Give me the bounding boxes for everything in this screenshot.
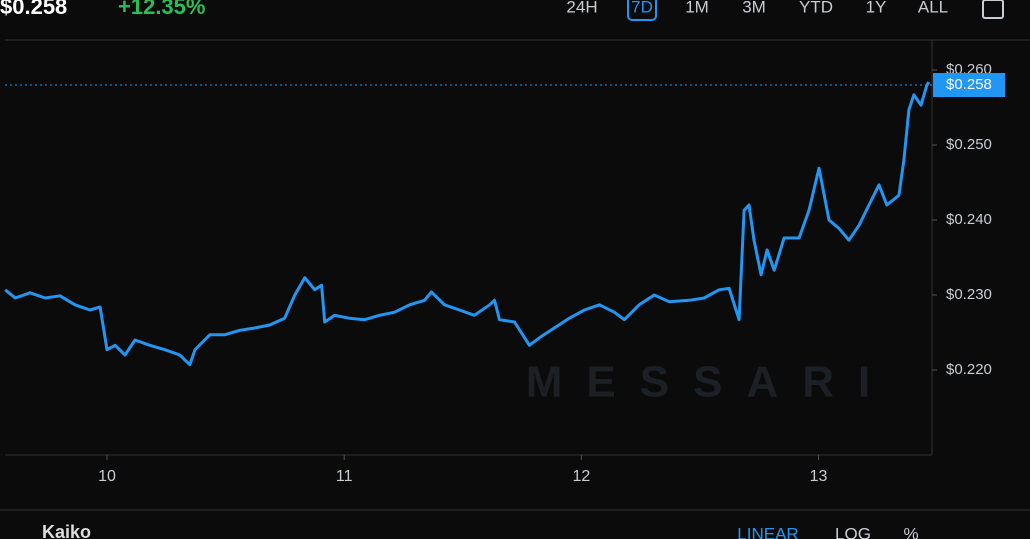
timeframe-button[interactable]: 1M xyxy=(685,0,709,16)
last-price-tag xyxy=(933,73,1005,97)
calendar-icon[interactable] xyxy=(982,0,1004,19)
timeframe-button[interactable]: 1Y xyxy=(866,0,887,16)
timeframe-button[interactable]: YTD xyxy=(799,0,833,16)
timeframe-button[interactable]: ALL xyxy=(918,0,948,16)
timeframe-button[interactable]: 3M xyxy=(742,0,766,16)
timeframe-active xyxy=(627,0,657,21)
scale-button[interactable]: LINEAR xyxy=(737,524,798,539)
last-price-label: $0.258 xyxy=(946,76,992,93)
timeframe-button[interactable]: 24H xyxy=(566,0,597,16)
x-tick-label: 13 xyxy=(810,468,828,485)
y-tick-label: $0.230 xyxy=(946,286,992,303)
change: +12.35% xyxy=(118,0,205,19)
timeframe-button[interactable]: 7D xyxy=(631,0,653,16)
watermark: MESSARI xyxy=(526,358,894,407)
scale-buttons: LINEAR LOG% xyxy=(737,524,918,539)
x-tick-label: 10 xyxy=(98,468,116,485)
y-tick-label: $0.250 xyxy=(946,136,992,153)
price-line xyxy=(4,81,931,367)
y-tick-label: $0.220 xyxy=(946,361,992,378)
price: $0.258 xyxy=(0,0,67,19)
source: Kaiko xyxy=(42,522,91,539)
timeframes: 24H 7D 1M 3M YTD 1Y ALL xyxy=(566,0,948,21)
y-tick-label: $0.240 xyxy=(946,211,992,228)
x-tick-label: 12 xyxy=(572,468,590,485)
scale-button[interactable]: % xyxy=(903,524,918,539)
scale-button[interactable]: LOG xyxy=(835,524,871,539)
x-tick-label: 11 xyxy=(336,468,353,485)
